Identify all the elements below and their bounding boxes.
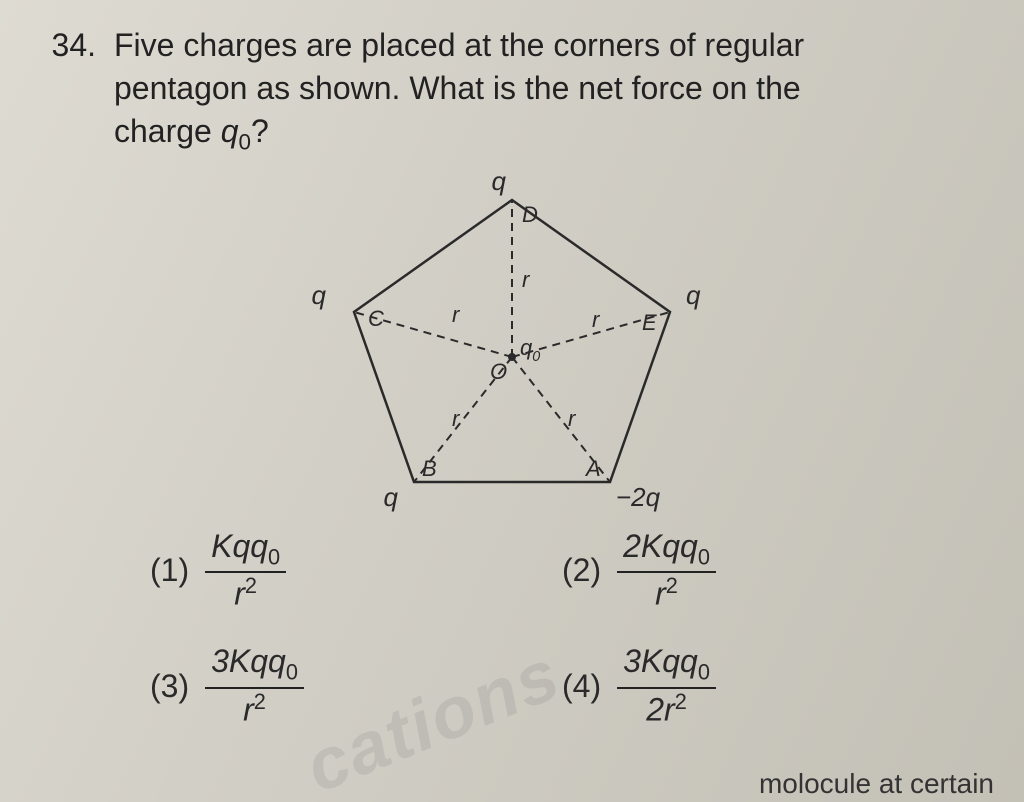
- svg-text:A: A: [584, 456, 601, 481]
- option-4-numerator: 3Kqq: [623, 643, 698, 679]
- option-2-den: r: [655, 576, 666, 612]
- page: 34. Five charges are placed at the corne…: [0, 0, 1024, 802]
- option-3-num: (3): [150, 668, 189, 705]
- option-2-numerator: 2Kqq: [623, 528, 698, 564]
- option-4: (4) 3Kqq0 2r2: [562, 645, 914, 726]
- svg-text:q: q: [686, 280, 701, 310]
- option-3-numerator-sub: 0: [286, 660, 298, 685]
- option-1-frac: Kqq0 r2: [205, 530, 286, 611]
- svg-text:r: r: [452, 302, 461, 327]
- option-4-num: (4): [562, 668, 601, 705]
- svg-text:O: O: [490, 359, 507, 384]
- option-3-numerator: 3Kqq: [211, 643, 286, 679]
- question-number: 34.: [40, 24, 96, 158]
- option-2-numerator-sub: 0: [698, 544, 710, 569]
- q0-main: q: [221, 113, 239, 149]
- option-4-den-sup: 2: [675, 689, 687, 714]
- option-3-den: r: [243, 691, 254, 727]
- option-4-numerator-sub: 0: [698, 660, 710, 685]
- svg-text:q: q: [312, 280, 327, 310]
- option-1-numerator-sub: 0: [268, 544, 280, 569]
- option-2: (2) 2Kqq0 r2: [562, 530, 914, 611]
- svg-text:q0: q0: [520, 335, 540, 365]
- option-1-num: (1): [150, 552, 189, 589]
- option-1-den-sup: 2: [245, 573, 257, 598]
- svg-text:r: r: [452, 406, 461, 431]
- option-2-frac: 2Kqq0 r2: [617, 530, 716, 611]
- question-row: 34. Five charges are placed at the corne…: [40, 24, 984, 158]
- diagram-container: Oq0 Dq Eq A −2q Bq Cq r r r r r: [40, 162, 984, 522]
- options-grid: (1) Kqq0 r2 (2) 2Kqq0 r2 (3) 3Kqq0 r2 (4…: [40, 530, 984, 727]
- svg-text:C: C: [368, 306, 384, 331]
- q-line3-prefix: charge: [114, 113, 221, 149]
- option-3-den-sup: 2: [254, 689, 266, 714]
- q0-symbol: q0: [221, 113, 251, 149]
- option-4-den: r: [664, 691, 675, 727]
- option-3-frac: 3Kqq0 r2: [205, 645, 304, 726]
- option-1: (1) Kqq0 r2: [150, 530, 502, 611]
- svg-text:r: r: [592, 307, 601, 332]
- option-3: (3) 3Kqq0 r2: [150, 645, 502, 726]
- option-1-numerator: Kqq: [211, 528, 268, 564]
- svg-text:q: q: [384, 482, 399, 512]
- svg-text:r: r: [568, 406, 577, 431]
- option-2-den-sup: 2: [666, 573, 678, 598]
- q-line1: Five charges are placed at the corners o…: [114, 27, 804, 63]
- option-1-den: r: [234, 576, 245, 612]
- svg-text:E: E: [642, 310, 657, 335]
- svg-text:r: r: [522, 267, 531, 292]
- option-4-frac: 3Kqq0 2r2: [617, 645, 716, 726]
- q-line3-suffix: ?: [251, 113, 269, 149]
- option-4-den-coef: 2: [646, 691, 664, 727]
- question-text: Five charges are placed at the corners o…: [114, 24, 984, 158]
- svg-text:B: B: [422, 456, 437, 481]
- svg-text:−2q: −2q: [616, 482, 661, 512]
- q0-sub: 0: [239, 130, 251, 155]
- option-2-num: (2): [562, 552, 601, 589]
- svg-text:D: D: [522, 202, 538, 227]
- pentagon-diagram: Oq0 Dq Eq A −2q Bq Cq r r r r r: [292, 162, 732, 522]
- svg-text:q: q: [492, 166, 507, 196]
- q-line2: pentagon as shown. What is the net force…: [114, 70, 801, 106]
- footer-fragment: molocule at certain: [759, 768, 994, 800]
